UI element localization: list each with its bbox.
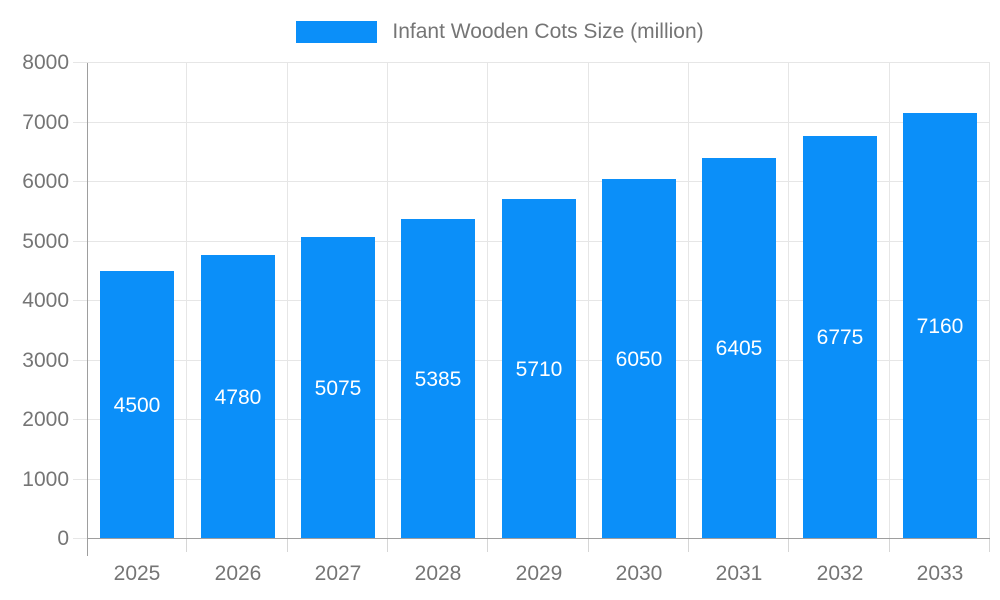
y-axis-tick <box>73 359 87 361</box>
y-axis-tick <box>73 419 87 420</box>
y-axis-tick-label: 1000 <box>22 467 69 491</box>
y-axis-tick <box>73 538 87 539</box>
bar-2026[interactable]: 4780 <box>201 255 275 539</box>
y-axis-tick-label: 7000 <box>22 110 69 134</box>
x-axis-tick-label: 2030 <box>615 562 663 585</box>
x-axis-tick <box>688 539 689 552</box>
x-axis-tick <box>387 539 388 552</box>
x-axis-tick <box>487 539 488 552</box>
y-axis-tick-label: 8000 <box>22 51 69 74</box>
y-axis-tick-label: 2000 <box>22 408 69 431</box>
bar-value-label: 4500 <box>113 393 161 417</box>
bar-value-label: 5385 <box>414 367 462 391</box>
bar-2030[interactable]: 6050 <box>602 179 676 539</box>
y-axis-tick-label: 0 <box>57 527 69 550</box>
x-gridline <box>688 63 689 539</box>
bar-value-label: 4780 <box>214 385 262 409</box>
bar-value-label: 6775 <box>816 326 864 349</box>
y-axis-tick-label: 3000 <box>22 348 69 372</box>
x-axis-tick <box>989 539 990 552</box>
legend-label: Infant Wooden Cots Size (million) <box>392 20 704 43</box>
bar-2027[interactable]: 5075 <box>301 237 375 539</box>
bar-value-label: 6050 <box>615 347 663 371</box>
legend[interactable]: Infant Wooden Cots Size (million) <box>0 16 1000 48</box>
x-gridline <box>186 63 187 539</box>
bar-value-label: 6405 <box>715 337 763 360</box>
bar-value-label: 5075 <box>314 376 362 400</box>
x-gridline <box>889 63 890 539</box>
x-gridline <box>287 63 288 539</box>
y-axis-line <box>87 63 88 556</box>
x-gridline <box>588 63 589 539</box>
x-gridline <box>387 63 388 539</box>
y-axis-tick <box>73 300 87 301</box>
y-gridline <box>87 121 990 123</box>
x-axis-tick <box>186 539 187 552</box>
x-axis-tick-label: 2029 <box>515 562 563 585</box>
y-gridline <box>87 181 990 182</box>
x-gridline <box>989 63 990 539</box>
y-axis-tick <box>73 62 87 63</box>
y-axis-tick-label: 5000 <box>22 229 69 253</box>
y-axis-tick <box>73 181 87 182</box>
x-axis-line <box>87 538 990 539</box>
bar-value-label: 7160 <box>916 314 964 338</box>
x-axis-tick <box>788 539 789 552</box>
bar-value-label: 5710 <box>515 357 563 381</box>
bar-2032[interactable]: 6775 <box>803 136 877 539</box>
x-axis-tick-label: 2033 <box>916 562 964 585</box>
bar-2031[interactable]: 6405 <box>702 158 776 539</box>
y-axis-tick <box>73 240 87 242</box>
y-axis-tick-label: 4000 <box>22 289 69 312</box>
bar-2033[interactable]: 7160 <box>903 113 977 539</box>
x-gridline <box>788 63 789 539</box>
bar-2025[interactable]: 4500 <box>100 271 174 539</box>
x-axis-tick-label: 2026 <box>214 562 262 585</box>
x-gridline <box>487 63 488 539</box>
x-axis-tick <box>287 539 288 552</box>
legend-swatch-icon <box>296 21 378 43</box>
x-axis-tick <box>588 539 589 552</box>
x-axis-tick-label: 2027 <box>314 562 362 585</box>
x-axis-tick-label: 2025 <box>113 562 161 585</box>
x-axis-tick-label: 2032 <box>816 562 864 585</box>
x-axis-tick <box>889 539 890 552</box>
x-axis-tick-label: 2031 <box>715 562 763 585</box>
y-axis-tick <box>73 478 87 480</box>
bar-2029[interactable]: 5710 <box>502 199 576 539</box>
y-axis-tick <box>73 121 87 123</box>
bar-2028[interactable]: 5385 <box>401 219 475 539</box>
y-axis-tick-label: 6000 <box>22 170 69 193</box>
x-axis-tick-label: 2028 <box>414 562 462 585</box>
y-gridline <box>87 62 990 63</box>
